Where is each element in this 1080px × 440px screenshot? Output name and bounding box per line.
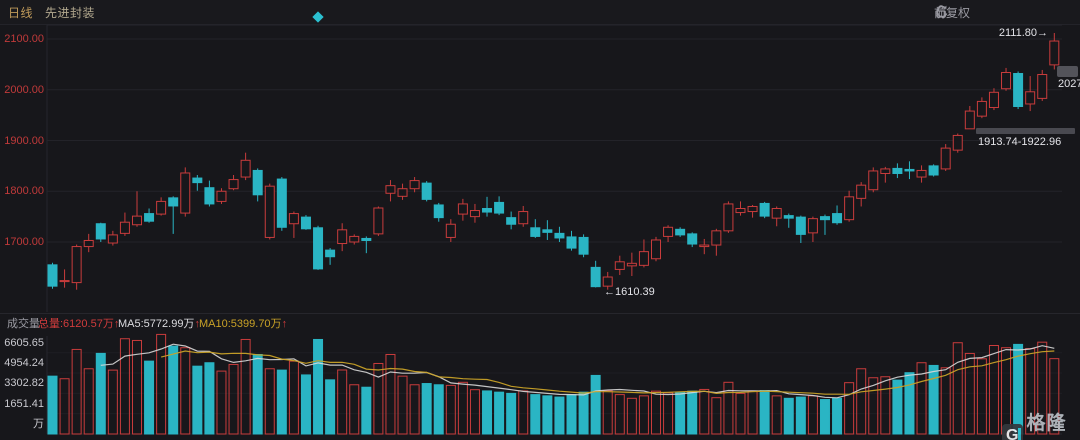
up-arrow-icon: ↑ <box>113 318 120 330</box>
volume-title: 成交量 <box>7 318 40 330</box>
gap-range-annotation: 1913.74-1922.96 <box>978 136 1062 148</box>
volume-total: 总量:6120.57万↑ <box>38 318 120 330</box>
price-axis-label: 2100.00 <box>4 33 44 45</box>
up-arrow-icon: ↑ <box>281 318 288 330</box>
price-axis-label: 1900.00 <box>4 134 44 147</box>
volume-header: 成交量 总量:6120.57万↑ MA5:5772.99万↑ MA10:5399… <box>0 316 1080 334</box>
refresh-icon[interactable] <box>936 5 1020 20</box>
volume-axis-label: 3302.82 <box>4 377 44 389</box>
chart-title: 日线 先进封装 <box>8 4 95 21</box>
gap-zone-band <box>976 128 1075 134</box>
up-arrow-icon: ↑ <box>194 318 200 330</box>
logo-text: 格隆汇 <box>1026 413 1067 434</box>
price-axis-label: 1800.00 <box>4 185 44 198</box>
last-price-label: 2027 <box>1058 78 1080 90</box>
logo-g-icon: G <box>1002 423 1023 440</box>
volume-axis-label: 万 <box>33 418 44 430</box>
price-axis-label: 2000.00 <box>4 83 44 96</box>
volume-axis-label: 4954.24 <box>4 357 44 369</box>
period-selector[interactable]: 日线 <box>8 6 34 20</box>
low-price-annotation: ←1610.39 <box>604 286 655 298</box>
high-price-annotation: 2111.80→ <box>998 27 1048 39</box>
price-axis-label: 1700.00 <box>4 236 44 248</box>
last-price-tag <box>1057 66 1078 77</box>
volume-axis-label: 6605.65 <box>4 337 44 349</box>
volume-ma5: MA5:5772.99万↑ <box>118 318 200 330</box>
volume-ma10: MA10:5399.70万↑ <box>199 318 288 330</box>
instrument-name: 先进封装 <box>45 6 96 20</box>
watermark-logo: G 格隆汇 <box>1002 408 1080 440</box>
volume-axis-label: 1651.41 <box>4 398 44 410</box>
